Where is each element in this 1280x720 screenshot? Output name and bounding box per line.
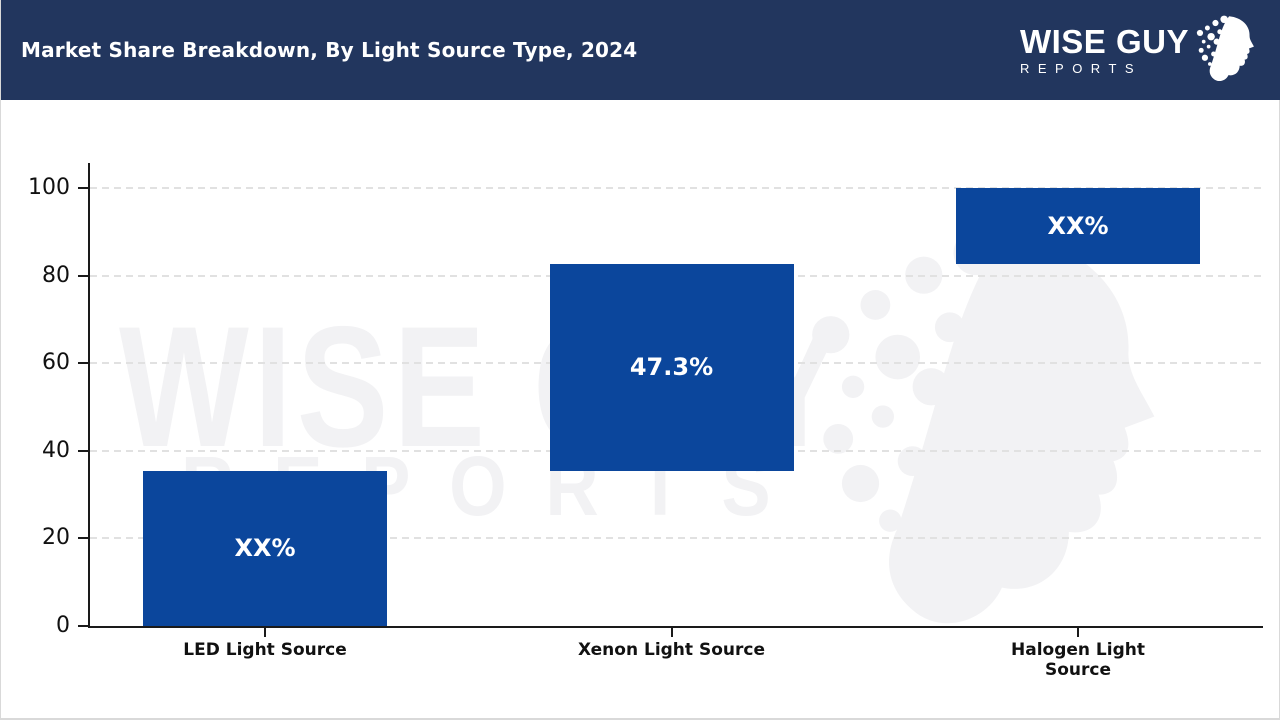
y-axis-line (88, 163, 90, 628)
x-category-label: Halogen Light Source (1011, 640, 1145, 680)
bar: 47.3% (549, 263, 794, 471)
y-axis-tick (78, 274, 88, 277)
x-axis-line (88, 626, 1263, 628)
logo-subtitle: REPORTS (1019, 61, 1143, 76)
logo-text: WISE GUY REPORTS (1020, 25, 1189, 75)
x-axis-tick (1077, 628, 1079, 637)
y-tick-label: 80 (42, 262, 70, 288)
x-axis-tick (670, 628, 673, 637)
bar: XX% (143, 470, 387, 626)
y-tick-label: 0 (56, 613, 70, 638)
y-tick-label: 60 (42, 350, 70, 376)
grid-line (90, 537, 1263, 540)
chart-title: Market Share Breakdown, By Light Source … (21, 38, 638, 62)
y-tick-label: 40 (42, 437, 70, 463)
y-tick-label: 100 (28, 175, 70, 200)
x-category-label: LED Light Source (183, 640, 347, 660)
y-axis-tick (78, 537, 88, 540)
y-tick-label: 20 (42, 525, 70, 551)
bar-value-label: 47.3% (629, 353, 714, 382)
x-category-label: Xenon Light Source (578, 640, 765, 660)
grid-line (90, 187, 1263, 189)
wise-guy-reports-logo: WISE GUY REPORTS (1020, 10, 1257, 90)
y-axis-tick (78, 625, 88, 627)
y-axis-tick (78, 187, 88, 189)
bar-value-label: XX% (1047, 211, 1109, 240)
chart-area: WISE GUY REPORTS 0 20 40 60 80 100 XX% LED Ligh… (1, 100, 1280, 720)
bar-value-label: XX% (234, 534, 296, 563)
y-axis-tick (78, 449, 88, 452)
header-bar: Market Share Breakdown, By Light Source … (1, 0, 1280, 100)
bar: XX% (956, 188, 1200, 264)
y-axis-tick (78, 362, 88, 365)
x-axis-tick (264, 628, 266, 637)
dotted-head-icon (1196, 15, 1254, 82)
watermark-head-icon (812, 230, 1155, 624)
logo-wordmark: WISE GUY (1019, 23, 1189, 60)
